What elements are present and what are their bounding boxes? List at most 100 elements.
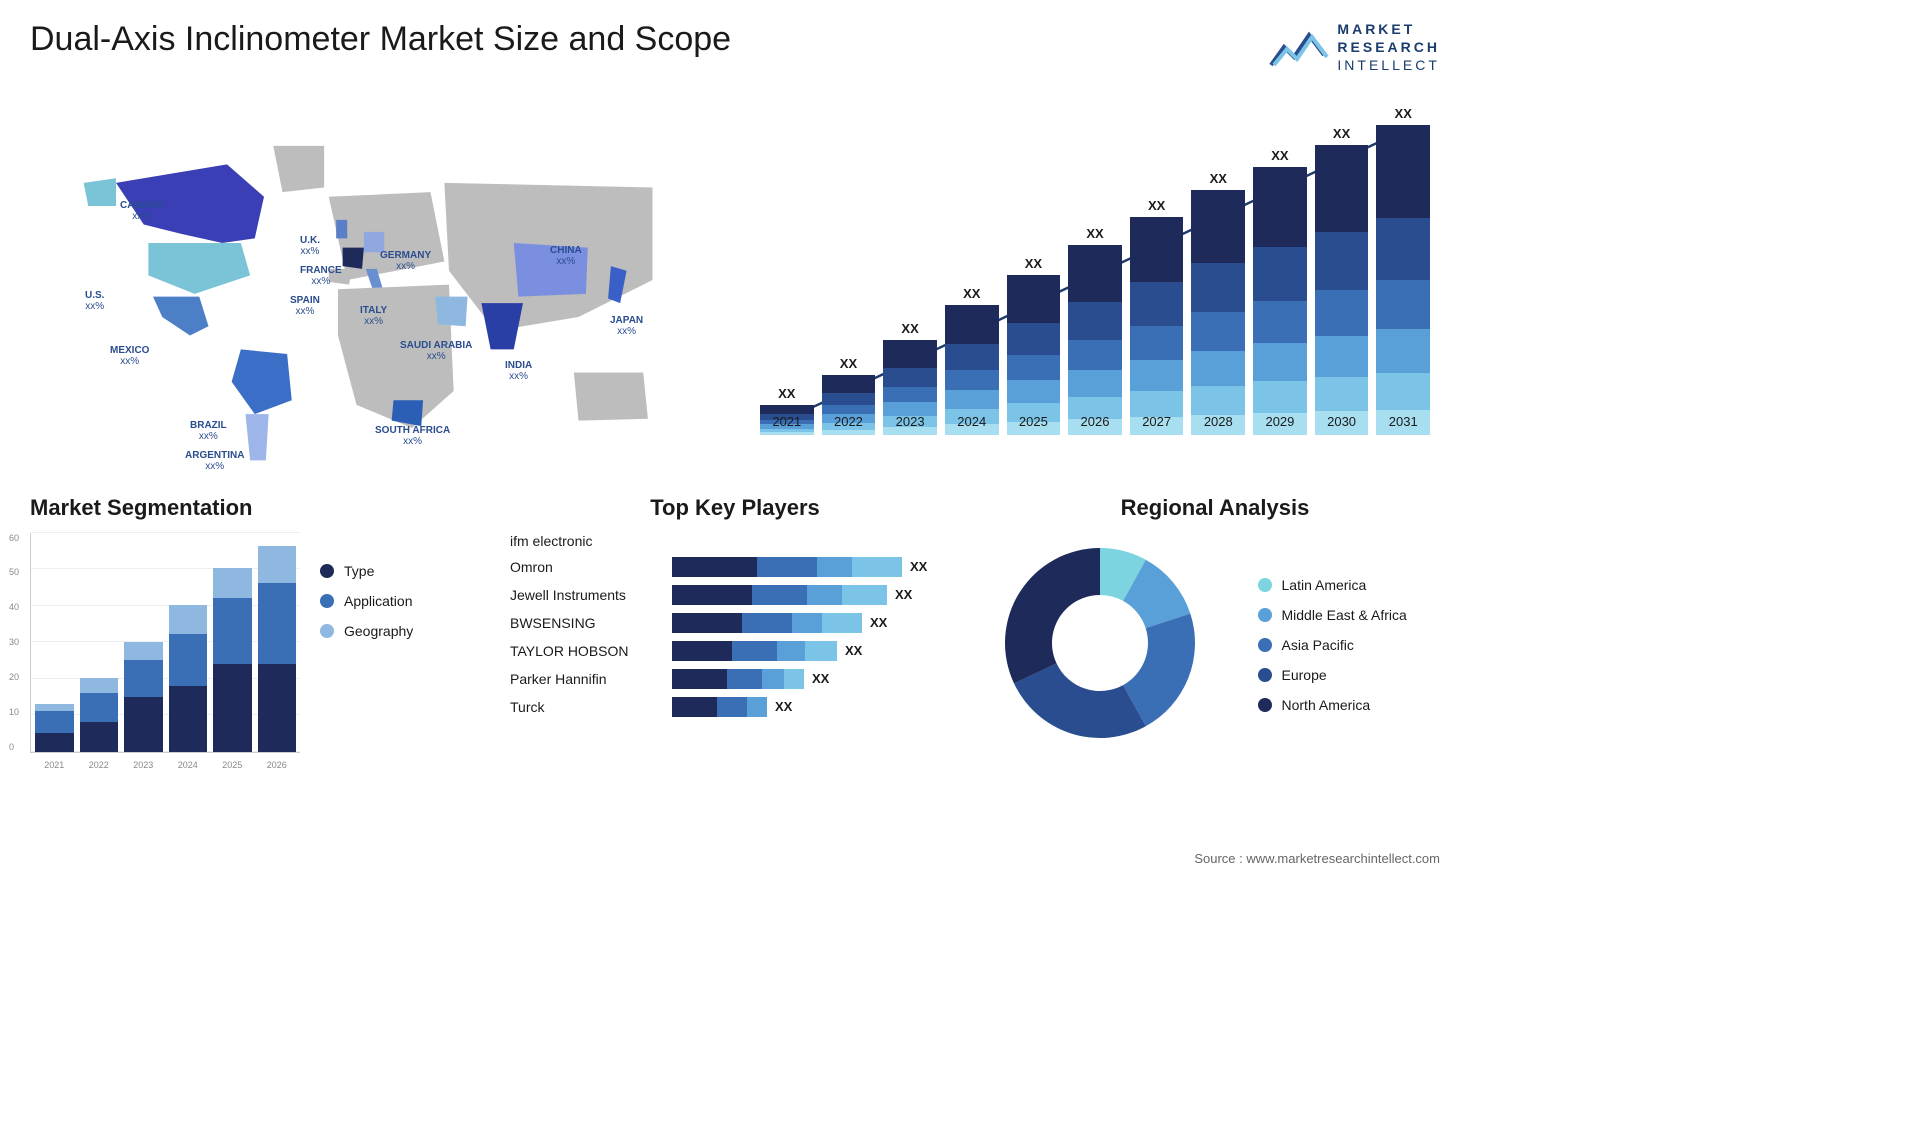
seg-year-label: 2023 [133,760,153,770]
growth-seg [1253,167,1307,247]
growth-seg [1376,280,1430,330]
growth-year-label: 2021 [772,414,801,429]
player-bar-seg [752,585,807,605]
country-france [343,247,364,268]
regional-section: Regional Analysis Latin America Middle Ea… [990,495,1440,795]
seg-year-label: 2025 [222,760,242,770]
country-australia [574,372,648,420]
growth-seg [1007,323,1061,355]
seg-bar-seg [169,686,208,752]
player-bar-seg [792,613,822,633]
player-row: TurckXX [510,697,950,717]
growth-value-label: XX [963,286,980,301]
player-bar-seg [672,585,752,605]
seg-bar-seg [213,568,252,597]
region-legend-item: North America [1258,697,1441,713]
seg-bar-seg [124,660,163,697]
map-label-france: FRANCExx% [300,265,342,287]
region-legend-item: Latin America [1258,577,1441,593]
seg-ytick: 50 [9,567,19,577]
player-bar-seg [807,585,842,605]
player-row: Jewell InstrumentsXX [510,585,950,605]
player-name: Parker Hannifin [510,671,660,687]
legend-label: Application [344,593,413,609]
growth-seg [1315,336,1369,377]
seg-ytick: 40 [9,602,19,612]
player-row: OmronXX [510,557,950,577]
growth-col-2029: XX2029 [1253,148,1307,435]
seg-bar-seg [35,704,74,711]
growth-seg [1376,373,1430,410]
map-label-japan: JAPANxx% [610,315,643,337]
growth-value-label: XX [778,386,795,401]
seg-ytick: 60 [9,533,19,543]
country-saudi [435,296,467,326]
growth-seg [945,344,999,370]
regional-donut [990,533,1238,758]
legend-label: North America [1282,697,1371,713]
growth-seg [1191,190,1245,264]
top-row: CANADAxx%U.S.xx%MEXICOxx%BRAZILxx%ARGENT… [30,95,1440,465]
player-row: ifm electronic [510,533,950,549]
player-bar-seg [732,641,777,661]
source-text: Source : www.marketresearchintellect.com [1194,851,1440,866]
player-bar-seg [672,669,727,689]
growth-seg [1376,125,1430,218]
country-mexico [153,296,209,335]
segmentation-section: Market Segmentation 6050403020100 202120… [30,495,480,795]
growth-seg [1068,370,1122,397]
segmentation-legend: TypeApplicationGeography [320,533,480,753]
growth-year-label: 2027 [1142,414,1171,429]
player-row: BWSENSINGXX [510,613,950,633]
growth-value-label: XX [1025,256,1042,271]
growth-seg [1376,329,1430,372]
player-bar-seg [822,613,862,633]
header: Dual-Axis Inclinometer Market Size and S… [30,20,1440,75]
growth-seg [1191,312,1245,351]
growth-seg [883,387,937,402]
seg-bar-seg [80,722,119,751]
map-label-canada: CANADAxx% [120,200,163,222]
growth-col-2023: XX2023 [883,321,937,435]
regional-title: Regional Analysis [990,495,1440,521]
player-value-label: XX [812,671,829,686]
country-southafrica [392,400,423,426]
map-label-india: INDIAxx% [505,360,532,382]
player-bar [672,613,862,633]
growth-value-label: XX [1271,148,1288,163]
player-bar-seg [672,641,732,661]
region-legend-item: Middle East & Africa [1258,607,1441,623]
legend-label: Asia Pacific [1282,637,1354,653]
player-bar-seg [784,669,804,689]
country-uk [336,219,347,238]
seg-legend-item: Type [320,563,480,579]
growth-col-2028: XX2028 [1191,171,1245,435]
map-label-southafrica: SOUTH AFRICAxx% [375,425,450,447]
player-name: ifm electronic [510,533,660,549]
region-legend-item: Asia Pacific [1258,637,1441,653]
seg-year-label: 2021 [44,760,64,770]
donut-slice-europe [1014,663,1146,738]
country-greenland [273,145,324,191]
player-value-label: XX [845,643,862,658]
seg-ytick: 0 [9,742,19,752]
seg-bar-seg [258,546,297,583]
seg-bar-seg [258,583,297,664]
growth-value-label: XX [840,356,857,371]
seg-year-label: 2022 [89,760,109,770]
player-bar [672,641,837,661]
map-label-germany: GERMANYxx% [380,250,431,272]
players-title: Top Key Players [510,495,960,521]
seg-gridline [31,532,300,533]
player-bar-seg [727,669,762,689]
growth-col-2027: XX2027 [1130,198,1184,435]
logo: MARKET RESEARCH INTELLECT [1269,20,1440,75]
seg-bar-seg [169,634,208,685]
player-bar [672,669,804,689]
growth-seg [760,432,814,434]
seg-bar-seg [124,697,163,752]
growth-seg [1191,386,1245,415]
player-bar-seg [672,613,742,633]
seg-col-2025: 2025 [213,568,252,751]
growth-seg [883,368,937,387]
